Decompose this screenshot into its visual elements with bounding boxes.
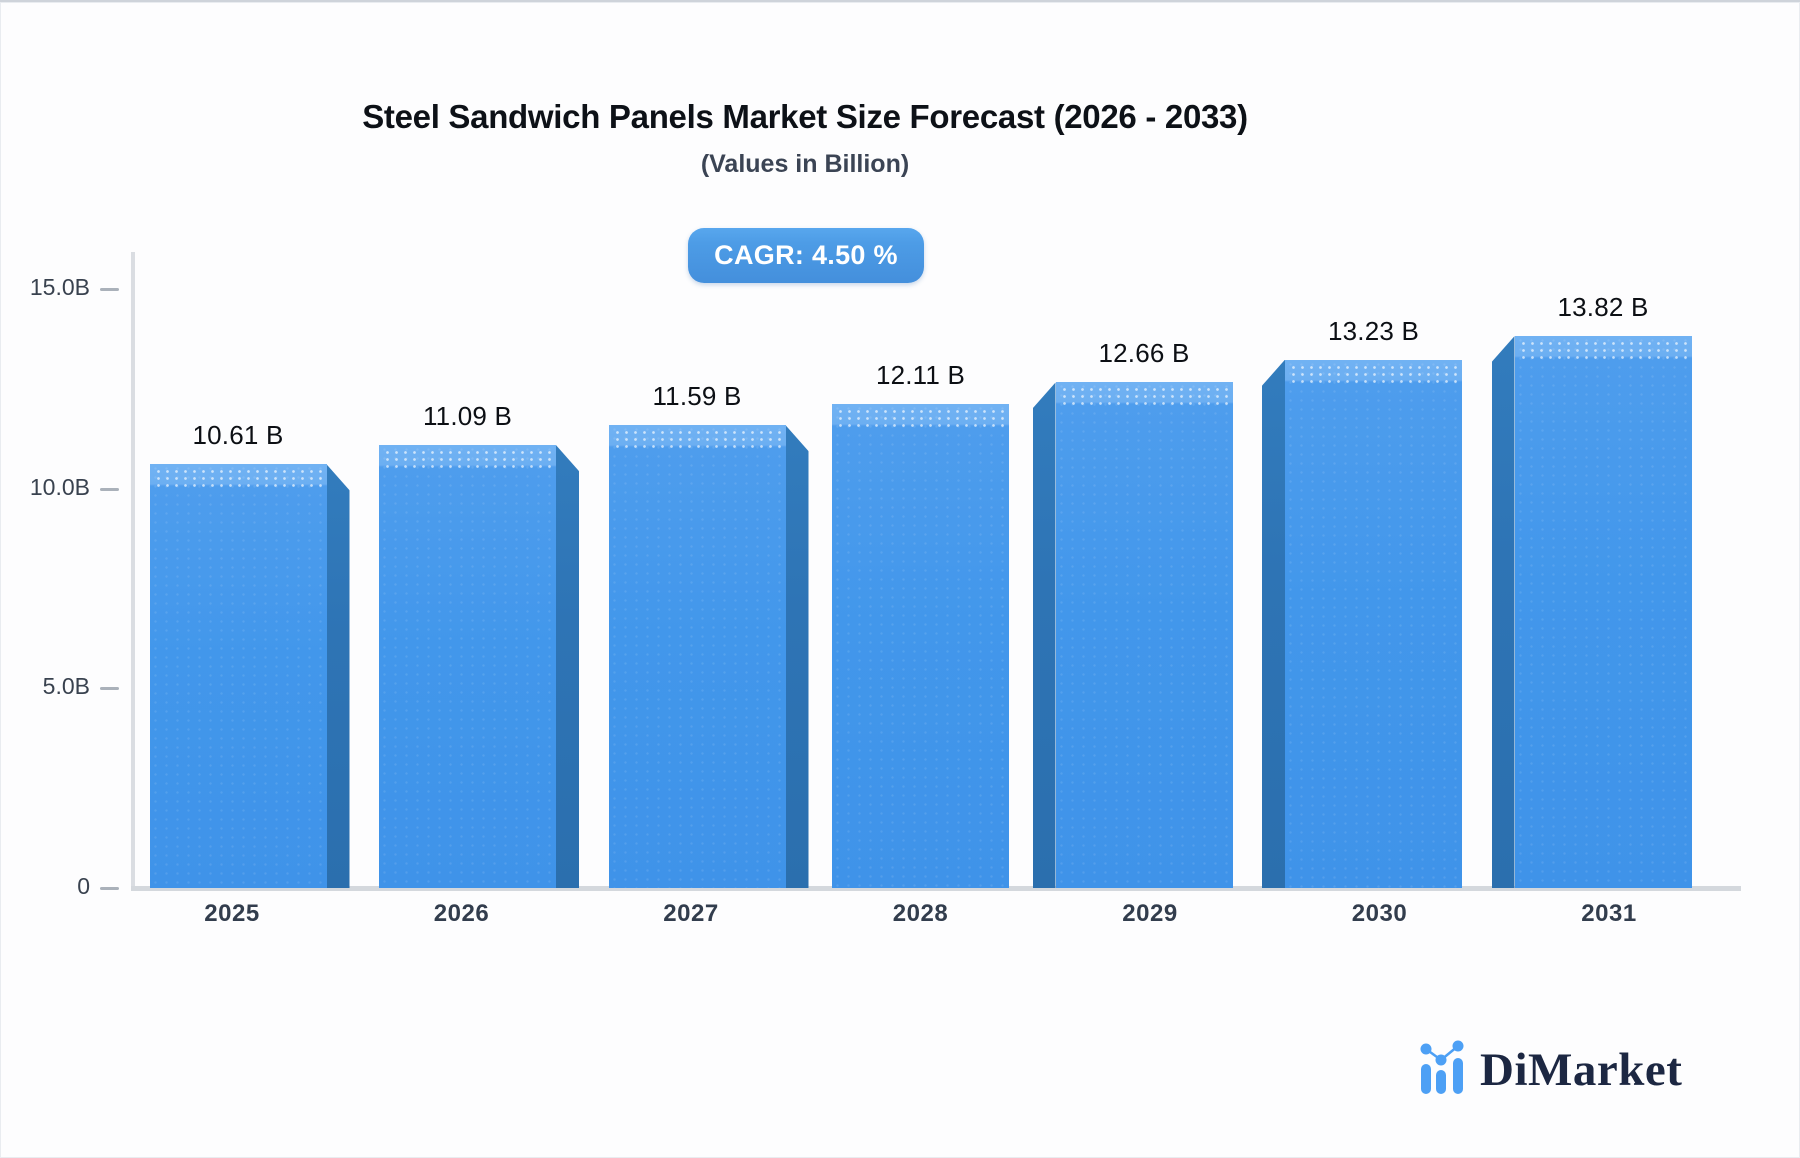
bar-3d-side — [556, 445, 579, 888]
bar — [1514, 336, 1692, 888]
bar-chart-logo-icon — [1420, 1040, 1464, 1094]
y-axis-tick-mark — [100, 687, 119, 691]
bar-3d-side — [326, 464, 350, 888]
x-axis-line — [131, 886, 1741, 891]
y-axis-tick-mark — [100, 487, 119, 491]
chart-title: Steel Sandwich Panels Market Size Foreca… — [362, 98, 1248, 135]
bar-3d-side — [1491, 336, 1515, 888]
bar — [379, 445, 556, 888]
x-axis-label: 2026 — [433, 900, 490, 927]
chart-subtitle: (Values in Billion) — [700, 150, 910, 178]
bar-value-label: 11.59 B — [652, 381, 742, 412]
bar-value-label: 12.66 B — [1098, 338, 1190, 369]
y-axis-tick-label: 0 — [77, 873, 90, 899]
x-axis-label: 2031 — [1581, 900, 1637, 927]
brand-logo: DiMarket — [1418, 1038, 1682, 1094]
x-axis-label: 2025 — [204, 900, 260, 927]
y-axis-tick-label: 15.0B — [29, 274, 90, 300]
bar-value-label: 13.23 B — [1327, 315, 1420, 346]
bar-3d-side — [785, 425, 809, 888]
bar — [149, 464, 327, 888]
bar-3d-side — [1032, 382, 1056, 888]
x-axis-label: 2027 — [663, 900, 719, 927]
y-axis-tick-mark — [100, 887, 119, 890]
y-axis-tick-label: 5.0B — [42, 673, 90, 700]
cagr-badge-label: CAGR: 4.50 % — [714, 240, 898, 270]
bar-value-label: 12.11 B — [875, 360, 966, 391]
brand-logo-text: DiMarket — [1480, 1044, 1683, 1096]
bar-value-label: 13.82 B — [1557, 292, 1649, 323]
bar-3d-side — [1262, 359, 1285, 888]
bar — [608, 425, 786, 888]
bar-value-label: 11.09 B — [422, 401, 513, 432]
x-axis-label: 2030 — [1351, 900, 1408, 927]
cagr-badge: CAGR: 4.50 % — [688, 228, 924, 283]
bar — [832, 404, 1009, 888]
bar — [1285, 359, 1462, 889]
x-axis-label: 2028 — [892, 900, 949, 927]
y-axis-line — [131, 252, 135, 890]
bar-value-label: 10.61 B — [192, 420, 284, 451]
y-axis-tick-label: 10.0B — [29, 473, 90, 500]
bar — [1055, 382, 1233, 888]
y-axis-tick-mark — [100, 288, 119, 291]
x-axis-label: 2029 — [1122, 900, 1178, 927]
